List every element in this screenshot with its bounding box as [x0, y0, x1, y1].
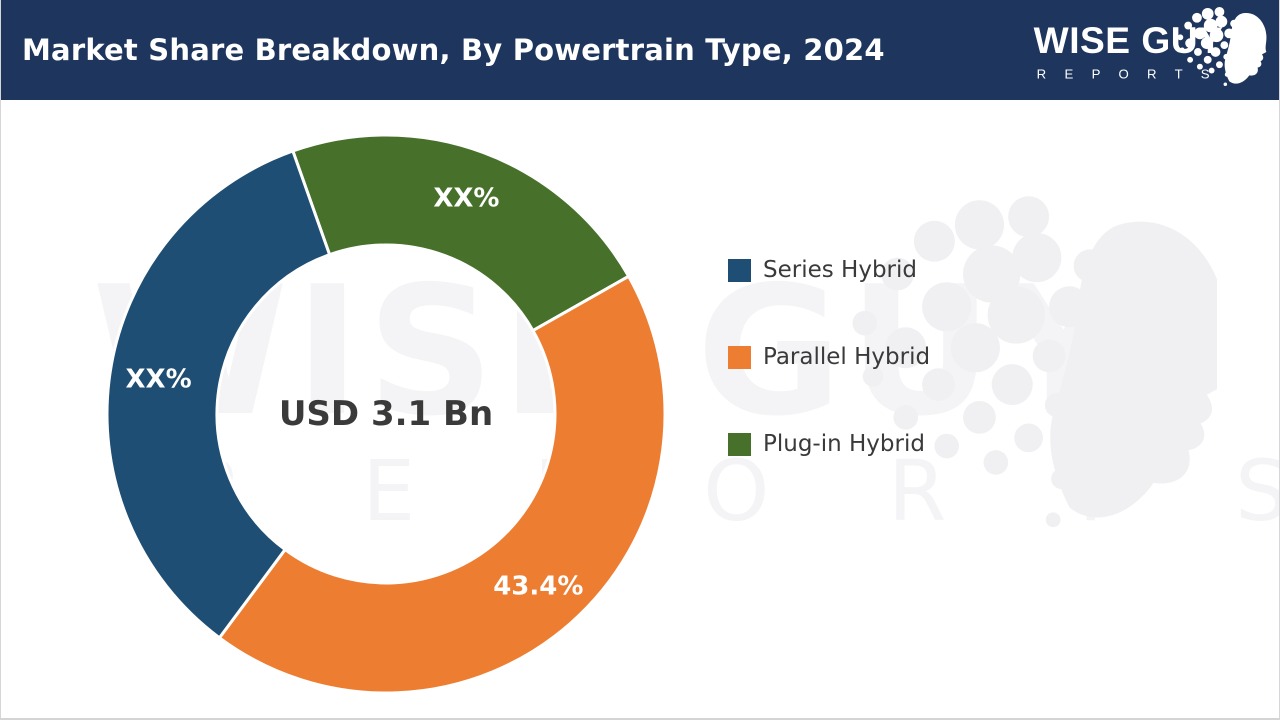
legend-item-series-hybrid[interactable]: Series Hybrid — [728, 259, 930, 282]
donut-center-value: USD 3.1 Bn — [279, 394, 493, 434]
legend-swatch-plug-in-hybrid — [728, 433, 751, 456]
slice-value-label: XX% — [126, 365, 192, 395]
donut-slice-series-hybrid[interactable] — [105, 149, 332, 640]
donut-slice-plug-in-hybrid[interactable] — [290, 133, 631, 333]
slice-value-label: XX% — [433, 184, 499, 214]
legend-swatch-series-hybrid — [728, 259, 751, 282]
legend-item-parallel-hybrid[interactable]: Parallel Hybrid — [728, 346, 930, 369]
logo-wordmark: WISE GUY — [1034, 19, 1224, 61]
donut-chart: XX% 43.4% XX% USD 3.1 Bn — [105, 133, 667, 695]
legend-label: Series Hybrid — [763, 257, 917, 283]
legend-label: Plug-in Hybrid — [763, 431, 925, 457]
slice-value-label: 43.4% — [493, 571, 583, 601]
wise-guy-reports-logo: WISE GUY R E P O R T S — [1034, 6, 1267, 86]
legend-label: Parallel Hybrid — [763, 344, 931, 370]
legend-item-plug-in-hybrid[interactable]: Plug-in Hybrid — [728, 433, 930, 456]
legend-swatch-parallel-hybrid — [728, 346, 751, 369]
logo-subtext: R E P O R T S — [1037, 66, 1217, 81]
donut-slice-parallel-hybrid[interactable] — [217, 274, 667, 695]
header-bar: Market Share Breakdown, By Powertrain Ty… — [0, 0, 1280, 100]
page-title: Market Share Breakdown, By Powertrain Ty… — [22, 33, 885, 67]
chart-legend: Series Hybrid Parallel Hybrid Plug-in Hy… — [728, 259, 930, 456]
